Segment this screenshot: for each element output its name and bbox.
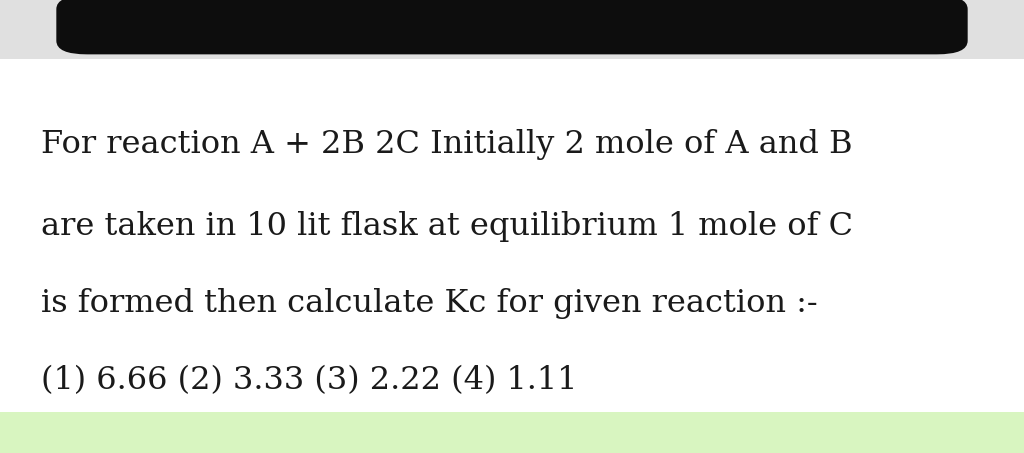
- Text: are taken in 10 lit flask at equilibrium 1 mole of C: are taken in 10 lit flask at equilibrium…: [41, 211, 853, 242]
- FancyBboxPatch shape: [0, 0, 1024, 59]
- FancyBboxPatch shape: [0, 412, 1024, 453]
- Text: (1) 6.66 (2) 3.33 (3) 2.22 (4) 1.11: (1) 6.66 (2) 3.33 (3) 2.22 (4) 1.11: [41, 365, 578, 396]
- Text: For reaction A + 2B 2C Initially 2 mole of A and B: For reaction A + 2B 2C Initially 2 mole …: [41, 130, 853, 160]
- Text: is formed then calculate Kc for given reaction :-: is formed then calculate Kc for given re…: [41, 288, 817, 319]
- FancyBboxPatch shape: [56, 0, 968, 54]
